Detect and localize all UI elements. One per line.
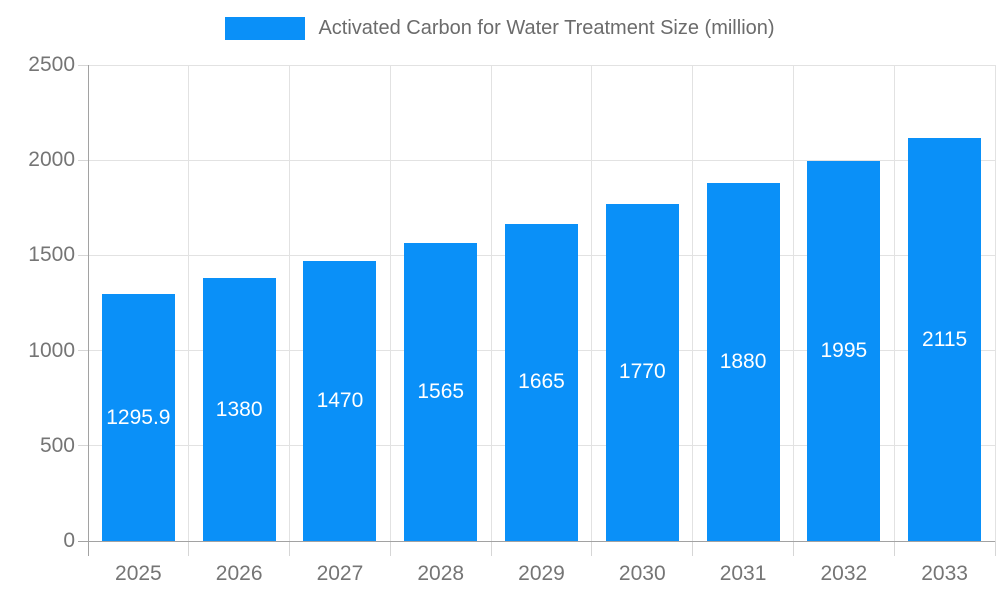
- x-gridline: [792, 65, 794, 541]
- y-tick-label: 0: [63, 529, 75, 552]
- y-gridline: [88, 159, 995, 161]
- bar: [605, 203, 679, 541]
- y-tick: [78, 350, 88, 352]
- x-tick: [591, 541, 593, 556]
- bar-value-label: 1880: [719, 350, 767, 374]
- y-tick-label: 1000: [28, 338, 75, 362]
- bar-value-label: 1665: [518, 370, 565, 394]
- y-tick: [78, 64, 88, 66]
- x-axis-line: [78, 540, 995, 542]
- y-axis-line: [87, 65, 89, 556]
- x-gridline: [289, 65, 291, 541]
- x-tick: [490, 541, 492, 556]
- x-gridline: [692, 65, 694, 541]
- y-tick-label: 1500: [28, 243, 75, 267]
- legend: Activated Carbon for Water Treatment Siz…: [0, 17, 1000, 40]
- x-tick: [389, 541, 391, 556]
- bar: [303, 261, 377, 541]
- x-gridline: [893, 65, 895, 541]
- x-tick-label: 2033: [921, 562, 968, 585]
- x-tick: [289, 541, 291, 556]
- x-gridline: [389, 65, 391, 541]
- y-tick: [78, 254, 88, 256]
- y-tick-label: 2000: [28, 148, 75, 172]
- x-tick-label: 2027: [316, 562, 364, 585]
- x-gridline: [994, 65, 996, 541]
- bar: [202, 278, 276, 541]
- bar: [706, 183, 780, 541]
- x-tick-label: 2032: [820, 562, 868, 585]
- bar: [908, 138, 982, 541]
- x-tick: [792, 541, 794, 556]
- bar: [404, 243, 478, 541]
- bar: [807, 161, 881, 541]
- x-tick-label: 2031: [719, 562, 767, 585]
- x-tick: [994, 541, 996, 556]
- bar-value-label: 1995: [820, 339, 868, 363]
- x-tick-label: 2025: [115, 562, 162, 585]
- y-gridline: [88, 64, 995, 66]
- bar: [505, 223, 578, 541]
- bar: [101, 294, 175, 541]
- legend-label: Activated Carbon for Water Treatment Siz…: [318, 17, 775, 39]
- bar-value-label: 1470: [316, 389, 364, 413]
- x-gridline: [188, 65, 190, 541]
- y-tick-label: 2500: [28, 53, 75, 76]
- bar-value-label: 2115: [922, 327, 968, 351]
- y-tick-label: 500: [39, 433, 75, 457]
- legend-swatch: [225, 17, 306, 40]
- x-tick-label: 2030: [618, 562, 666, 585]
- x-tick-label: 2029: [518, 562, 565, 585]
- x-tick: [893, 541, 895, 556]
- bar-value-label: 1770: [618, 360, 666, 384]
- x-tick-label: 2026: [215, 562, 263, 585]
- x-tick-label: 2028: [417, 562, 465, 585]
- x-tick: [188, 541, 190, 556]
- bar-value-label: 1295.9: [106, 405, 171, 429]
- x-tick: [692, 541, 694, 556]
- bar-value-label: 1380: [215, 397, 263, 421]
- x-gridline: [591, 65, 593, 541]
- y-tick: [78, 159, 88, 161]
- y-tick: [78, 445, 88, 447]
- x-gridline: [490, 65, 492, 541]
- bar-value-label: 1565: [417, 380, 465, 403]
